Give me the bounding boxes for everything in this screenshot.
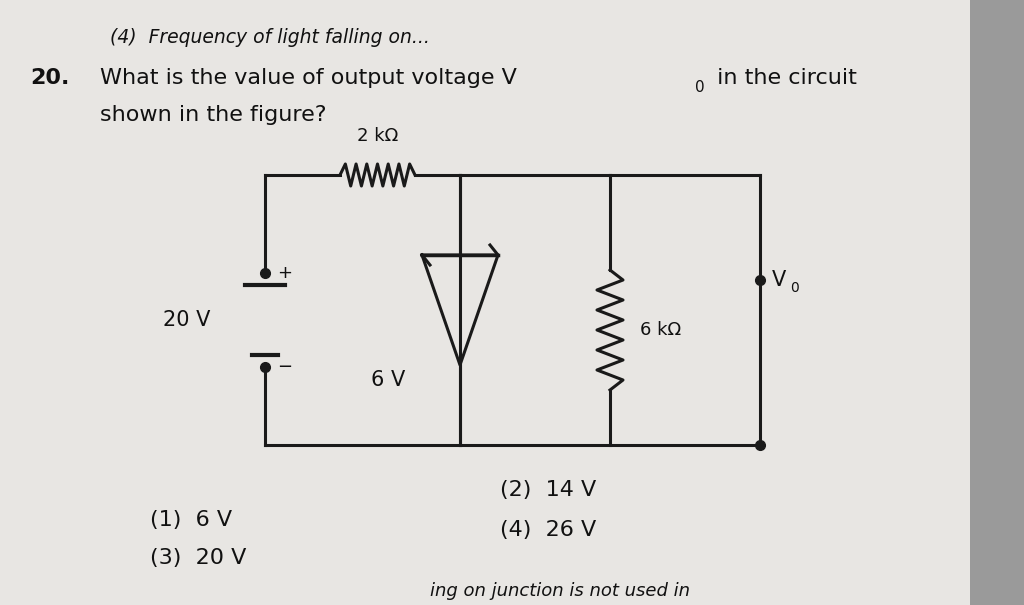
- Text: 6 kΩ: 6 kΩ: [640, 321, 681, 339]
- FancyBboxPatch shape: [970, 0, 1024, 605]
- Text: What is the value of output voltage V: What is the value of output voltage V: [100, 68, 517, 88]
- Text: V: V: [772, 270, 786, 290]
- Text: shown in the figure?: shown in the figure?: [100, 105, 327, 125]
- Text: in the circuit: in the circuit: [710, 68, 857, 88]
- Text: 6 V: 6 V: [371, 370, 406, 390]
- FancyBboxPatch shape: [0, 0, 970, 605]
- Text: +: +: [278, 264, 292, 282]
- Text: (3)  20 V: (3) 20 V: [150, 548, 247, 568]
- Text: 20.: 20.: [30, 68, 70, 88]
- Text: 0: 0: [790, 281, 799, 295]
- Text: 2 kΩ: 2 kΩ: [357, 127, 398, 145]
- Text: (4)  26 V: (4) 26 V: [500, 520, 596, 540]
- Text: ing on junction is not used in: ing on junction is not used in: [430, 582, 690, 600]
- Text: −: −: [278, 358, 292, 376]
- Text: 0: 0: [695, 80, 705, 95]
- Text: 20 V: 20 V: [163, 310, 210, 330]
- Text: (2)  14 V: (2) 14 V: [500, 480, 596, 500]
- Text: (1)  6 V: (1) 6 V: [150, 510, 232, 530]
- Text: (4)  Frequency of light falling on...: (4) Frequency of light falling on...: [110, 28, 430, 47]
